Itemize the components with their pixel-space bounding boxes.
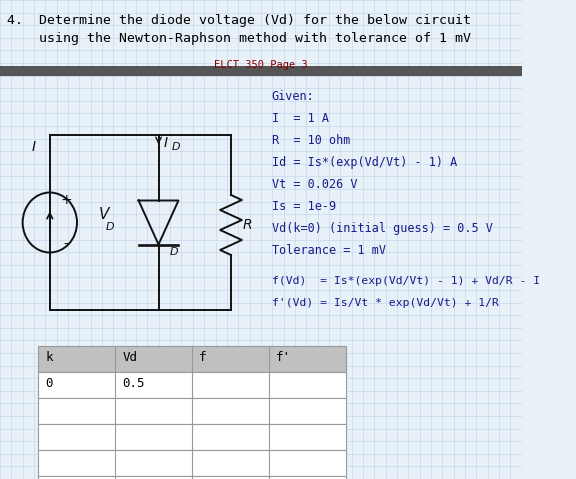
Text: Vd(k=0) (initial guess) = 0.5 V: Vd(k=0) (initial guess) = 0.5 V: [272, 222, 492, 235]
Text: ELCT 350 Page 3: ELCT 350 Page 3: [214, 60, 308, 70]
Text: k: k: [46, 351, 53, 364]
Text: R  = 10 ohm: R = 10 ohm: [272, 134, 350, 147]
Bar: [38, 398, 346, 424]
Text: R: R: [242, 218, 252, 232]
Text: Given:: Given:: [272, 90, 314, 103]
Bar: [0, 66, 522, 76]
Text: I: I: [32, 140, 36, 154]
Text: f': f': [276, 351, 291, 364]
Text: I: I: [164, 136, 168, 150]
Bar: [38, 346, 346, 372]
Text: +: +: [60, 194, 72, 207]
Text: D: D: [169, 247, 178, 256]
Text: f(Vd)  = Is*(exp(Vd/Vt) - 1) + Vd/R - I: f(Vd) = Is*(exp(Vd/Vt) - 1) + Vd/R - I: [272, 276, 540, 286]
Text: I  = 1 A: I = 1 A: [272, 112, 329, 125]
Text: V: V: [99, 207, 109, 222]
Text: 0.5: 0.5: [122, 377, 145, 390]
Text: -: -: [64, 238, 69, 251]
Text: D: D: [171, 142, 180, 152]
Text: f'(Vd) = Is/Vt * exp(Vd/Vt) + 1/R: f'(Vd) = Is/Vt * exp(Vd/Vt) + 1/R: [272, 298, 499, 308]
Text: 0: 0: [46, 377, 53, 390]
Text: Tolerance = 1 mV: Tolerance = 1 mV: [272, 244, 386, 257]
Text: Id = Is*(exp(Vd/Vt) - 1) A: Id = Is*(exp(Vd/Vt) - 1) A: [272, 156, 457, 169]
Text: Vd: Vd: [122, 351, 137, 364]
Text: Is = 1e-9: Is = 1e-9: [272, 200, 336, 213]
Bar: [38, 424, 346, 450]
Text: Vt = 0.026 V: Vt = 0.026 V: [272, 178, 357, 191]
Text: 4.  Determine the diode voltage (Vd) for the below circuit: 4. Determine the diode voltage (Vd) for …: [7, 14, 471, 27]
Text: D: D: [106, 221, 115, 231]
Text: f: f: [199, 351, 207, 364]
Bar: [38, 450, 346, 476]
Bar: [38, 476, 346, 479]
Bar: [38, 372, 346, 398]
Text: using the Newton-Raphson method with tolerance of 1 mV: using the Newton-Raphson method with tol…: [7, 32, 471, 45]
